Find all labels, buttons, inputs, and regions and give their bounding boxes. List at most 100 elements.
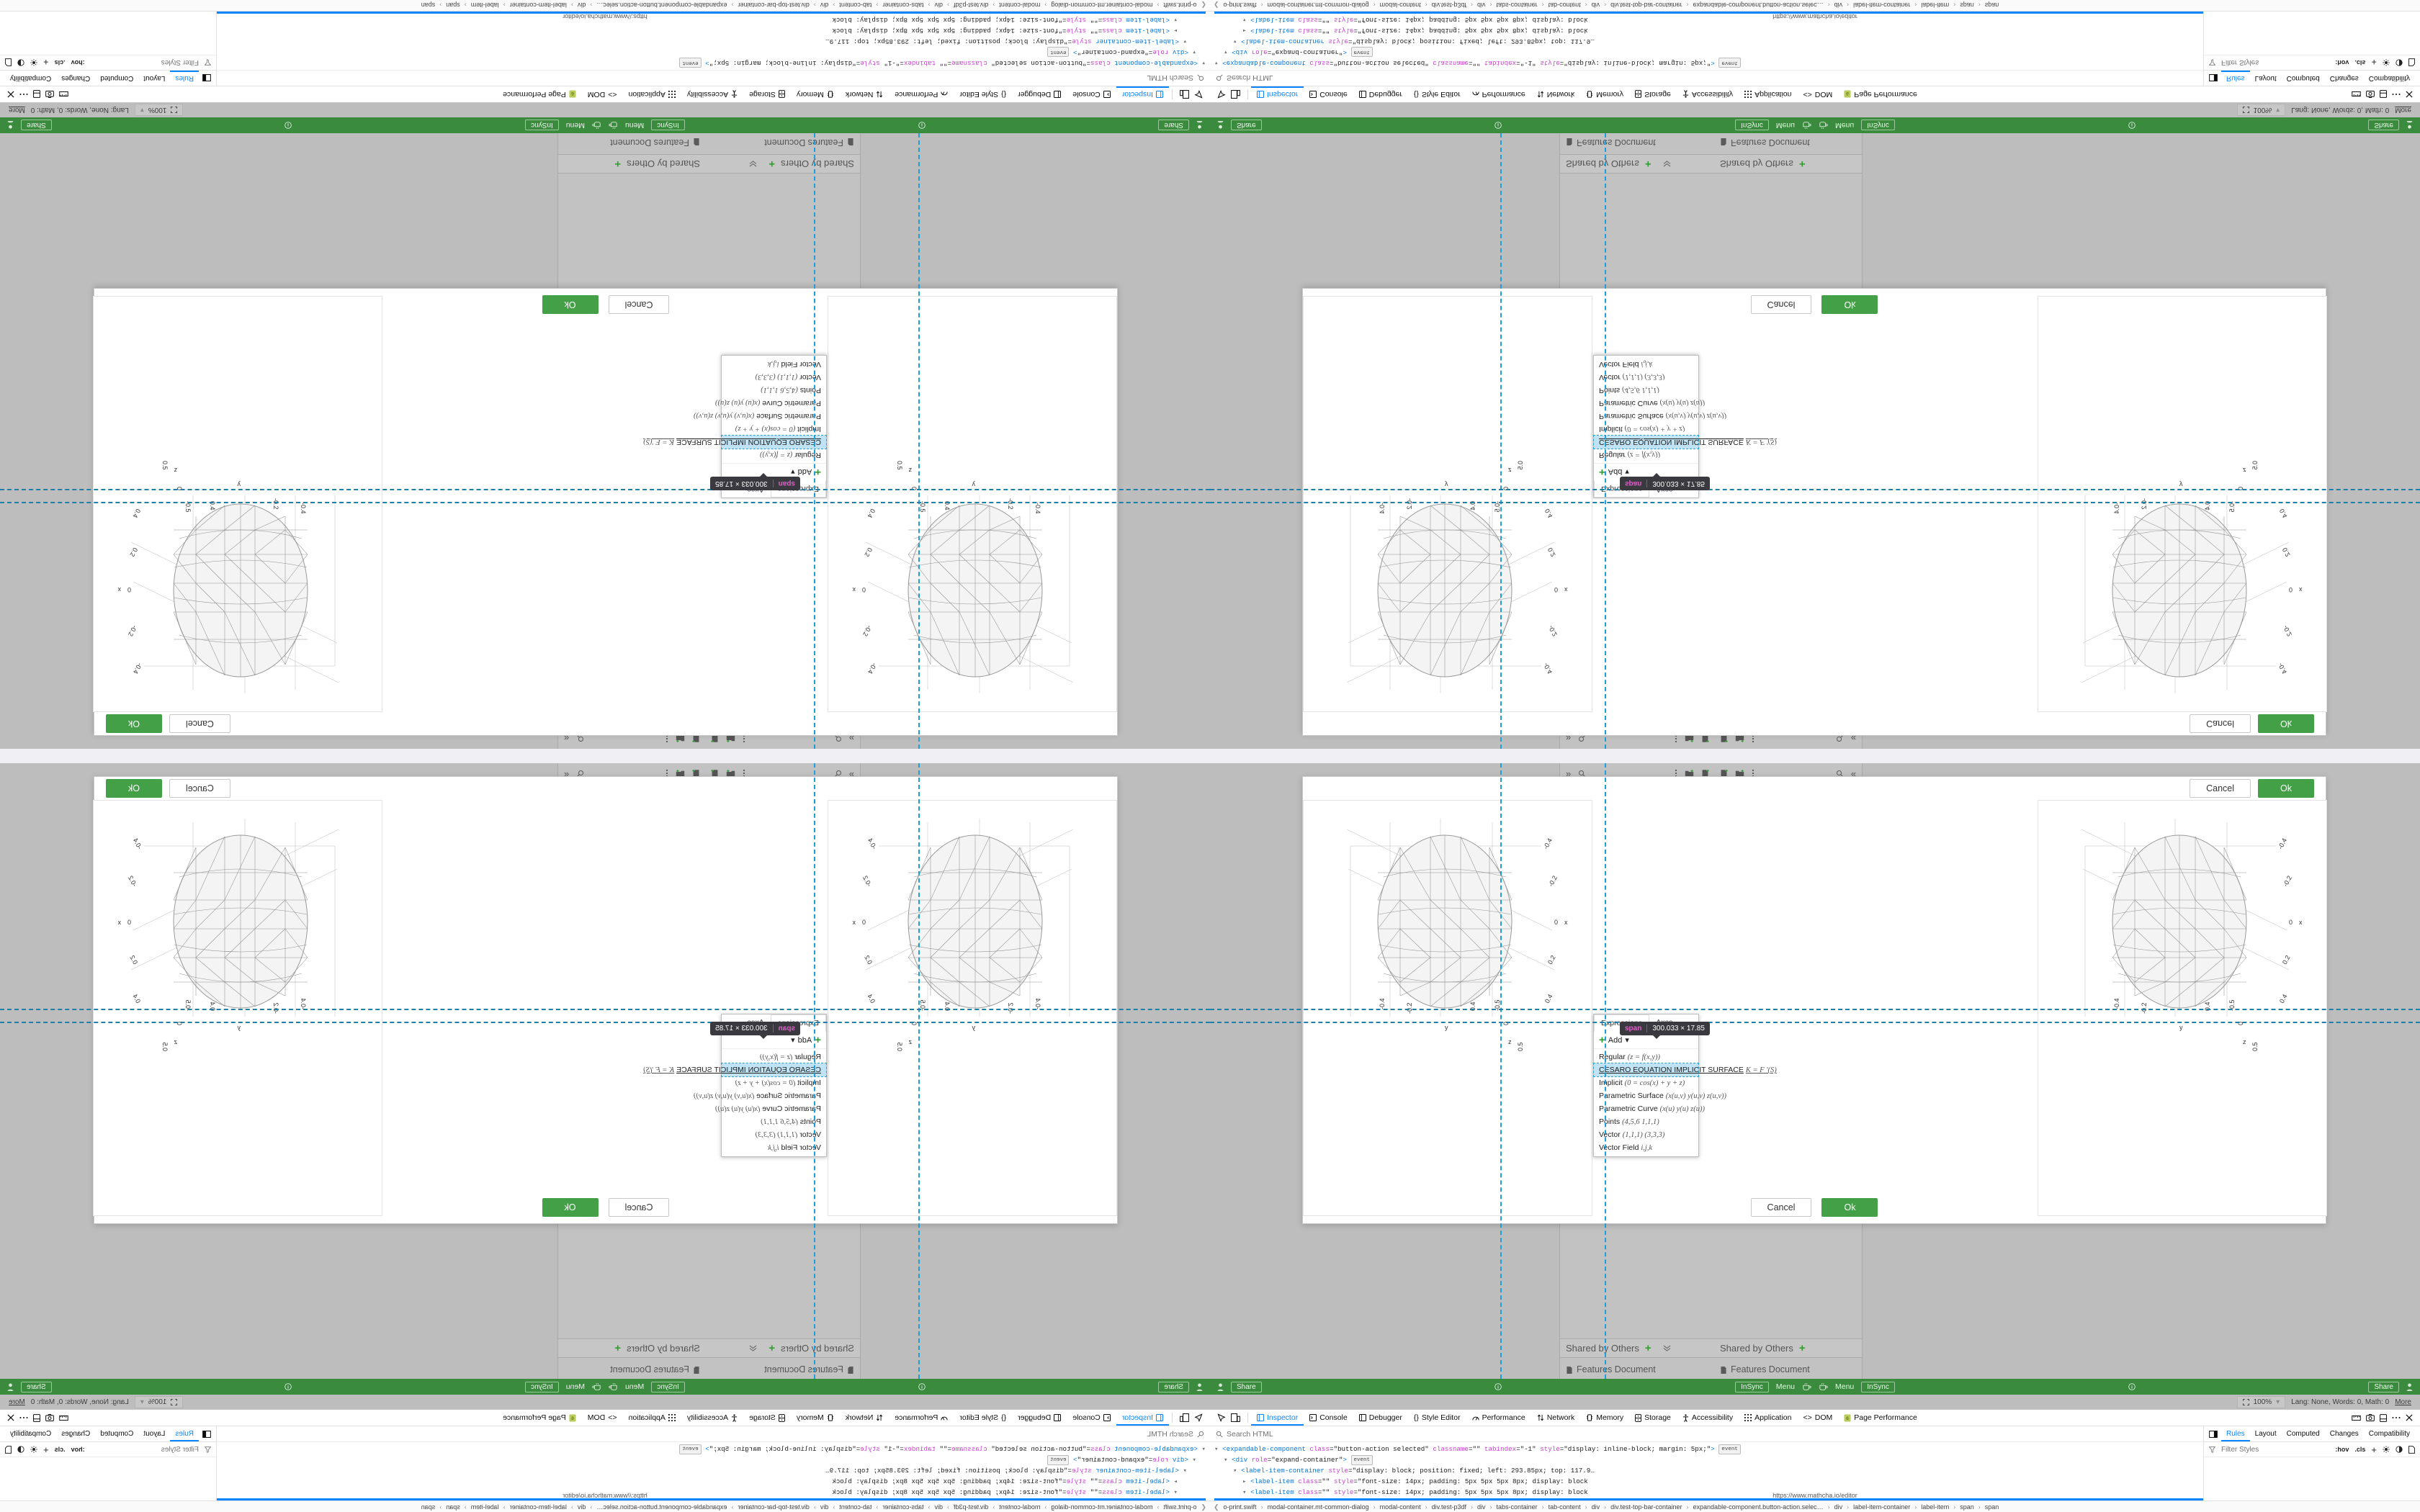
- breadcrumb-item[interactable]: label-item: [1921, 1, 1950, 9]
- class-states-button[interactable]: .cls: [54, 59, 66, 66]
- devtools-tab-application[interactable]: Application: [1739, 86, 1797, 102]
- zoom-control[interactable]: 100% ▾: [134, 1395, 184, 1408]
- chevron-double-down-icon[interactable]: [1663, 1345, 1671, 1352]
- menu-button[interactable]: Menu: [565, 121, 585, 130]
- hover-states-button[interactable]: :hov: [71, 59, 85, 66]
- list-item[interactable]: Features Document: [711, 1363, 854, 1377]
- breadcrumb-item[interactable]: div: [1834, 1503, 1843, 1511]
- devtools-tab-storage[interactable]: Storage: [743, 86, 791, 102]
- rules-tab-compatibility[interactable]: Compatibility: [9, 1430, 52, 1438]
- breadcrumb-item[interactable]: label-item-container: [509, 1, 567, 9]
- breadcrumb-item[interactable]: tabs-container: [882, 1503, 924, 1511]
- devtools-tab-application[interactable]: Application: [623, 86, 681, 102]
- cancel-button[interactable]: Cancel: [1750, 1198, 1812, 1217]
- rules-tab-fonts[interactable]: Fonts: [0, 1426, 5, 1441]
- cancel-button[interactable]: Cancel: [608, 295, 670, 314]
- add-shared-icon[interactable]: +: [614, 1342, 622, 1355]
- breadcrumb-item[interactable]: label-item-container: [509, 1503, 567, 1511]
- info-icon[interactable]: [1494, 1383, 1502, 1390]
- list-item[interactable]: Features Document: [1566, 1363, 1709, 1377]
- new-folder-icon[interactable]: [1685, 769, 1694, 778]
- menu-item-vector[interactable]: Vector (1,1,1) (3,3,3): [722, 1128, 826, 1141]
- rules-tab-rules[interactable]: Rules: [2221, 71, 2250, 86]
- breadcrumb-item[interactable]: tabs-container: [1496, 1, 1538, 9]
- rules-tab-rules[interactable]: Rules: [170, 1426, 199, 1441]
- ruler-icon[interactable]: [2352, 91, 2361, 98]
- breadcrumb-item[interactable]: div: [820, 1, 829, 9]
- new-file-icon[interactable]: [692, 734, 700, 743]
- filter-styles-input[interactable]: Filter Styles: [2221, 58, 2259, 67]
- zoom-control[interactable]: 100% ▾: [2236, 1395, 2286, 1408]
- devtools-tab-debugger[interactable]: Debugger: [1012, 86, 1067, 102]
- search-icon[interactable]: [1836, 735, 1844, 743]
- search-icon[interactable]: [1578, 735, 1586, 743]
- markup-row[interactable]: ▾ <label-item-container style="display: …: [825, 37, 1187, 46]
- info-icon[interactable]: [284, 1383, 292, 1390]
- chevron-right-icon[interactable]: »: [1566, 768, 1572, 779]
- user-avatar-icon[interactable]: [1217, 1382, 1224, 1391]
- menu-item-cesaro-equation-implicit-surface[interactable]: CESARO EQUATION IMPLICIT SURFACE K = F ′…: [1593, 435, 1777, 449]
- responsive-design-icon[interactable]: [1180, 1413, 1189, 1422]
- markup-row[interactable]: ▸ <label-item class="" style="font-size:…: [832, 27, 1178, 35]
- add-expression-button[interactable]: + Add ▾: [1594, 1032, 1698, 1049]
- list-item[interactable]: Features Document: [564, 1363, 700, 1377]
- chevron-down-icon[interactable]: ▾: [2276, 1398, 2280, 1406]
- devtools-tab-style-editor[interactable]: {} Style Editor: [954, 86, 1012, 102]
- coffee-cup-icon[interactable]: [1802, 1382, 1811, 1391]
- breadcrumb-item[interactable]: div.test-p3df: [953, 1503, 989, 1511]
- list-item[interactable]: Features Document: [564, 135, 700, 148]
- breadcrumb-item[interactable]: span: [446, 1, 460, 9]
- user-avatar-icon[interactable]: [1196, 1382, 1203, 1391]
- split-console-icon[interactable]: [2380, 1413, 2387, 1422]
- menu-button[interactable]: Menu: [625, 121, 645, 130]
- ok-button[interactable]: Ok: [1821, 295, 1878, 314]
- cancel-button[interactable]: Cancel: [2190, 779, 2251, 798]
- breadcrumb-item[interactable]: expandable-component.button-action.selec…: [596, 1503, 727, 1511]
- add-shared-icon[interactable]: +: [1644, 157, 1652, 170]
- add-rule-button[interactable]: +: [43, 1444, 49, 1455]
- rules-tab-computed[interactable]: Computed: [100, 74, 134, 82]
- breadcrumb-item[interactable]: tab-content: [1548, 1503, 1581, 1511]
- print-media-icon[interactable]: [2408, 58, 2415, 67]
- hover-states-button[interactable]: :hov: [2335, 59, 2349, 66]
- menu-item-parametric-surface[interactable]: Parametric Surface (x(u,v) y(u,v) z(u,v)…: [1594, 1089, 1726, 1102]
- markup-row[interactable]: ▾ <label-item-container style="display: …: [1233, 37, 1595, 46]
- chevron-left-icon[interactable]: «: [1850, 768, 1856, 779]
- devtools-tab-dom[interactable]: <> DOM: [582, 86, 623, 102]
- shared-by-others-header-left[interactable]: Shared by Others +: [1560, 1338, 1715, 1359]
- light-scheme-icon[interactable]: [2383, 59, 2390, 66]
- user-avatar-icon[interactable]: [2406, 1382, 2413, 1391]
- rules-tab-computed[interactable]: Computed: [100, 1430, 134, 1438]
- shared-by-others-header-right[interactable]: Shared by Others +: [1714, 153, 1862, 174]
- user-avatar-icon[interactable]: [7, 1382, 14, 1391]
- close-icon[interactable]: [2406, 91, 2413, 98]
- chevron-down-icon[interactable]: ▾: [140, 106, 144, 114]
- rules-tab-layout[interactable]: Layout: [143, 1430, 166, 1438]
- close-icon[interactable]: [7, 91, 14, 98]
- rules-tab-rules[interactable]: Rules: [170, 71, 199, 86]
- add-shared-icon[interactable]: +: [768, 1342, 776, 1355]
- ruler-icon[interactable]: [2352, 1415, 2361, 1421]
- add-shared-icon[interactable]: +: [768, 157, 776, 170]
- hover-states-button[interactable]: :hov: [71, 1446, 85, 1453]
- user-avatar-icon[interactable]: [2406, 121, 2413, 130]
- breadcrumb-item[interactable]: modal-container.mt-common-dialog: [1267, 1, 1369, 9]
- zoom-control[interactable]: 100% ▾: [2236, 104, 2286, 117]
- menu-item-implicit[interactable]: Implicit (0 = cos(x) + y + z): [722, 423, 826, 436]
- sidebar-toggle-icon[interactable]: [2205, 74, 2221, 82]
- user-avatar-icon[interactable]: [1217, 121, 1224, 130]
- breadcrumb-item[interactable]: o-print.swift: [1223, 1, 1257, 9]
- menu-item-parametric-surface[interactable]: Parametric Surface (x(u,v) y(u,v) z(u,v)…: [1594, 410, 1726, 423]
- breadcrumb-item[interactable]: span: [421, 1, 436, 9]
- rules-tab-fonts[interactable]: Fonts: [0, 71, 5, 86]
- breadcrumb-item[interactable]: label-item: [1921, 1503, 1950, 1511]
- more-link[interactable]: More: [9, 1398, 25, 1406]
- user-avatar-icon[interactable]: [7, 121, 14, 130]
- print-media-icon[interactable]: [5, 1445, 12, 1454]
- markup-row[interactable]: ▾ <div role="expand-container"> event: [217, 1454, 1206, 1466]
- devtools-tab-style-editor[interactable]: {} Style Editor: [1408, 1410, 1466, 1426]
- breadcrumb-item[interactable]: span: [1984, 1, 1999, 9]
- menu-item-cesaro-equation-implicit-surface[interactable]: CESARO EQUATION IMPLICIT SURFACE K = F ′…: [643, 1063, 827, 1077]
